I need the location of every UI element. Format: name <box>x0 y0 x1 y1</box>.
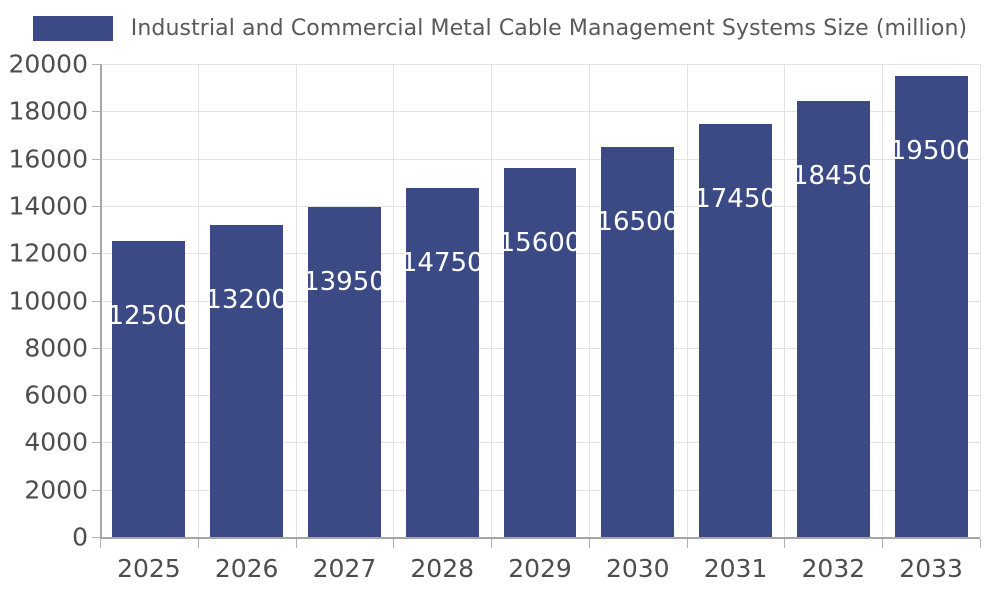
y-axis-tick <box>92 205 100 207</box>
y-axis-tick-label: 10000 <box>8 286 88 315</box>
gridline-vertical <box>296 64 297 537</box>
y-axis-tick-label: 12000 <box>8 238 88 268</box>
bar[interactable] <box>601 146 675 537</box>
x-axis-tick <box>296 539 297 548</box>
bar[interactable] <box>308 207 381 537</box>
gridline-horizontal <box>100 64 980 65</box>
gridline-vertical <box>784 64 785 537</box>
gridline-horizontal <box>100 158 980 160</box>
gridline-vertical <box>980 64 981 537</box>
x-axis-tick-label: 2025 <box>117 554 181 583</box>
x-axis-tick-label: 2030 <box>605 554 670 583</box>
y-axis-tick-label: 20000 <box>8 49 88 79</box>
x-axis-tick-label: 2027 <box>312 554 377 583</box>
x-axis-tick <box>100 539 101 548</box>
y-axis-tick <box>92 395 100 397</box>
gridline-vertical <box>589 64 590 537</box>
y-axis-tick <box>92 489 100 491</box>
y-axis-tick-label: 2000 <box>24 475 88 505</box>
bar[interactable] <box>210 224 284 537</box>
bar[interactable] <box>699 124 772 537</box>
gridline-horizontal <box>100 111 980 113</box>
x-axis-tick-label: 2033 <box>899 554 963 583</box>
bar[interactable] <box>796 100 870 537</box>
gridline-vertical <box>687 64 688 537</box>
y-axis-tick-label: 6000 <box>24 380 88 410</box>
x-axis-tick <box>980 539 981 548</box>
x-axis-tick <box>784 539 785 548</box>
y-axis-tick-label: 14000 <box>8 191 88 221</box>
x-axis-tick-label: 2028 <box>410 554 475 583</box>
y-axis-tick <box>92 64 100 65</box>
x-axis-tick <box>589 539 590 548</box>
y-axis-tick-label: 0 <box>72 522 88 552</box>
bar[interactable] <box>894 75 968 537</box>
x-axis-tick <box>687 539 688 548</box>
x-axis-tick-label: 2031 <box>703 554 768 583</box>
y-axis-tick <box>92 442 100 444</box>
y-axis-tick <box>92 111 100 113</box>
chart-legend: Industrial and Commercial Metal Cable Ma… <box>0 0 1000 56</box>
bar[interactable] <box>405 188 479 537</box>
y-axis-tick <box>92 158 100 160</box>
bar[interactable] <box>503 168 577 537</box>
gridline-vertical <box>393 64 394 537</box>
x-axis-tick <box>882 539 883 548</box>
gridline-vertical <box>491 64 492 537</box>
x-axis-line <box>100 537 980 539</box>
y-axis-tick-label: 8000 <box>24 333 88 363</box>
legend-color-swatch <box>32 15 113 41</box>
x-axis-tick <box>393 539 394 548</box>
y-axis-tick <box>92 300 100 302</box>
gridline-vertical <box>882 64 883 537</box>
y-axis-line <box>100 64 102 539</box>
y-axis-tick-label: 16000 <box>8 144 88 174</box>
y-axis-tick <box>92 347 100 349</box>
x-axis-tick-label: 2032 <box>801 554 866 583</box>
x-axis-tick-label: 2029 <box>508 554 572 583</box>
y-axis-tick <box>92 537 100 538</box>
bar[interactable] <box>112 241 186 537</box>
y-axis-tick-label: 4000 <box>24 427 88 457</box>
plot-area: 12500 13200 13950 14750 15600 16500 17450 18450… <box>100 64 981 538</box>
x-axis-tick <box>198 539 199 548</box>
x-axis-tick-label: 2026 <box>214 554 279 583</box>
legend-label: Industrial and Commercial Metal Cable Ma… <box>130 15 968 41</box>
x-axis-tick <box>491 539 492 548</box>
y-axis-tick <box>92 253 100 255</box>
gridline-vertical <box>198 64 199 537</box>
y-axis-tick-label: 18000 <box>8 96 88 126</box>
